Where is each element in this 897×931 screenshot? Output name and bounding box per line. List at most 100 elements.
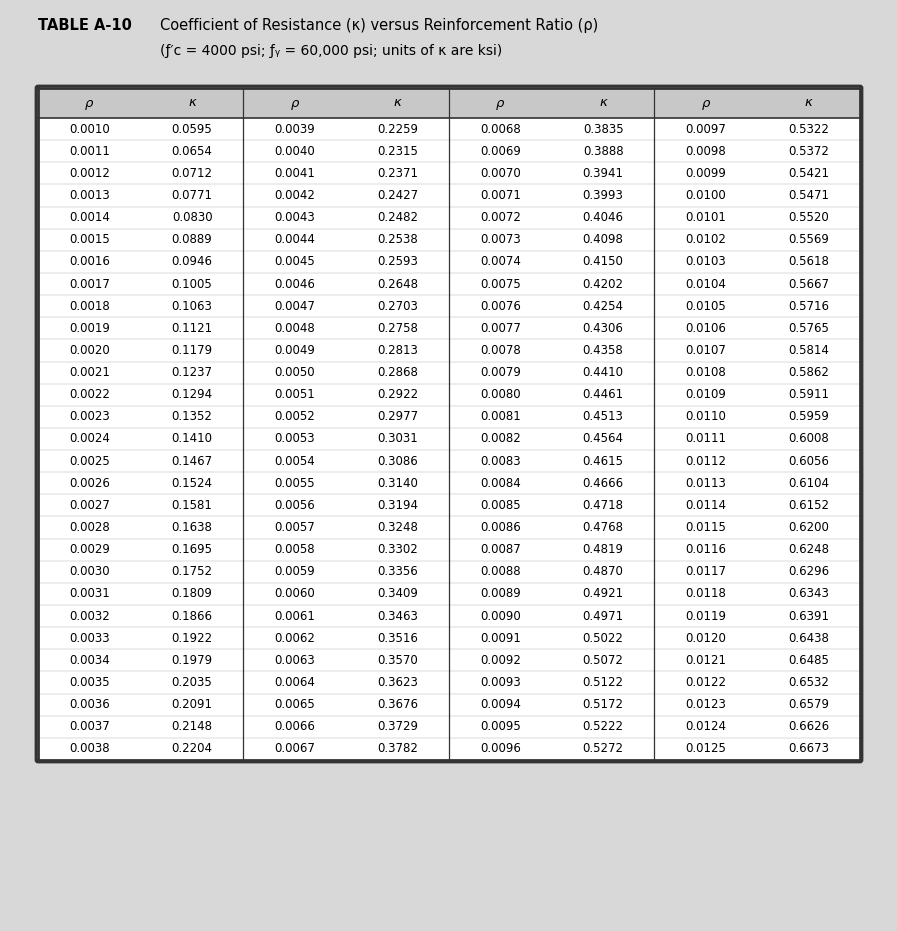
Text: 0.0039: 0.0039: [274, 123, 315, 136]
Text: 0.4254: 0.4254: [583, 300, 623, 313]
Text: 0.0082: 0.0082: [480, 433, 521, 446]
Text: 0.0106: 0.0106: [685, 322, 727, 335]
Text: 0.1294: 0.1294: [171, 388, 213, 401]
Text: 0.0030: 0.0030: [69, 565, 109, 578]
Text: 0.3086: 0.3086: [378, 454, 418, 467]
Text: 0.0063: 0.0063: [274, 654, 315, 667]
Text: 0.0051: 0.0051: [274, 388, 315, 401]
Text: 0.0094: 0.0094: [480, 698, 521, 711]
Text: 0.6104: 0.6104: [788, 477, 829, 490]
Text: 0.6485: 0.6485: [788, 654, 829, 667]
Text: 0.0112: 0.0112: [685, 454, 727, 467]
Text: 0.0068: 0.0068: [480, 123, 521, 136]
Text: 0.0042: 0.0042: [274, 189, 316, 202]
Text: 0.0014: 0.0014: [69, 211, 109, 224]
Text: 0.1752: 0.1752: [171, 565, 213, 578]
Text: 0.0654: 0.0654: [171, 144, 213, 157]
Text: 0.0125: 0.0125: [685, 742, 727, 755]
Text: 0.0059: 0.0059: [274, 565, 315, 578]
Text: 0.0114: 0.0114: [685, 499, 727, 512]
Text: 0.4615: 0.4615: [583, 454, 623, 467]
Text: 0.6200: 0.6200: [788, 521, 829, 534]
Text: 0.0090: 0.0090: [480, 610, 521, 623]
Text: 0.3194: 0.3194: [377, 499, 418, 512]
FancyBboxPatch shape: [36, 86, 862, 762]
Text: 0.3782: 0.3782: [377, 742, 418, 755]
Text: 0.0041: 0.0041: [274, 167, 316, 180]
Text: 0.0026: 0.0026: [69, 477, 109, 490]
Text: 0.1638: 0.1638: [171, 521, 213, 534]
Text: 0.0053: 0.0053: [274, 433, 315, 446]
Text: 0.4819: 0.4819: [583, 543, 623, 556]
Text: 0.6248: 0.6248: [788, 543, 829, 556]
Text: 0.2703: 0.2703: [377, 300, 418, 313]
Text: 0.0110: 0.0110: [685, 411, 727, 424]
Text: 0.0056: 0.0056: [274, 499, 315, 512]
Text: 0.0075: 0.0075: [480, 277, 521, 290]
Text: 0.3623: 0.3623: [377, 676, 418, 689]
Text: 0.0055: 0.0055: [274, 477, 315, 490]
Text: 0.1410: 0.1410: [171, 433, 213, 446]
Text: 0.1581: 0.1581: [171, 499, 213, 512]
Text: 0.0107: 0.0107: [685, 344, 727, 357]
Text: 0.3409: 0.3409: [377, 587, 418, 600]
Text: 0.0096: 0.0096: [480, 742, 521, 755]
Text: 0.5862: 0.5862: [788, 366, 829, 379]
Text: 0.6532: 0.6532: [788, 676, 829, 689]
Text: 0.0123: 0.0123: [685, 698, 727, 711]
Text: 0.0033: 0.0033: [69, 632, 109, 645]
Text: 0.0121: 0.0121: [685, 654, 727, 667]
Text: 0.0076: 0.0076: [480, 300, 521, 313]
Text: 0.6056: 0.6056: [788, 454, 829, 467]
Text: 0.4971: 0.4971: [582, 610, 623, 623]
Bar: [38, 88, 860, 118]
Text: 0.0771: 0.0771: [171, 189, 213, 202]
Text: 0.0081: 0.0081: [480, 411, 521, 424]
Text: Coefficient of Resistance (κ) versus Reinforcement Ratio (ρ): Coefficient of Resistance (κ) versus Rei…: [160, 18, 598, 33]
Text: 0.1237: 0.1237: [171, 366, 213, 379]
Text: 0.0712: 0.0712: [171, 167, 213, 180]
Text: 0.6579: 0.6579: [788, 698, 829, 711]
Text: κ: κ: [805, 97, 813, 110]
Text: 0.0022: 0.0022: [69, 388, 109, 401]
Text: 0.0020: 0.0020: [69, 344, 109, 357]
Text: 0.4461: 0.4461: [582, 388, 623, 401]
Text: 0.0028: 0.0028: [69, 521, 109, 534]
Text: κ: κ: [188, 97, 196, 110]
Text: 0.4718: 0.4718: [583, 499, 623, 512]
Text: 0.0038: 0.0038: [69, 742, 109, 755]
Text: κ: κ: [599, 97, 607, 110]
Text: 0.6626: 0.6626: [788, 721, 829, 734]
Text: ρ: ρ: [496, 97, 504, 110]
Text: 0.0010: 0.0010: [69, 123, 109, 136]
Text: ρ: ρ: [291, 97, 299, 110]
Text: 0.2427: 0.2427: [377, 189, 418, 202]
Text: 0.0023: 0.0023: [69, 411, 109, 424]
Text: 0.0057: 0.0057: [274, 521, 315, 534]
Text: 0.1005: 0.1005: [171, 277, 213, 290]
Text: 0.1063: 0.1063: [171, 300, 213, 313]
Text: 0.0029: 0.0029: [69, 543, 109, 556]
Text: 0.0088: 0.0088: [480, 565, 520, 578]
Text: 0.4098: 0.4098: [583, 234, 623, 247]
Text: 0.4202: 0.4202: [583, 277, 623, 290]
Text: 0.0119: 0.0119: [685, 610, 727, 623]
Text: 0.0018: 0.0018: [69, 300, 109, 313]
Text: 0.0054: 0.0054: [274, 454, 315, 467]
Text: (ƒ′ᴄ = 4000 psi; ƒᵧ = 60,000 psi; units of κ are ksi): (ƒ′ᴄ = 4000 psi; ƒᵧ = 60,000 psi; units …: [160, 44, 502, 58]
Text: 0.0048: 0.0048: [274, 322, 315, 335]
Text: 0.0946: 0.0946: [171, 255, 213, 268]
Text: 0.1524: 0.1524: [171, 477, 213, 490]
Text: 0.0045: 0.0045: [274, 255, 315, 268]
Text: 0.6438: 0.6438: [788, 632, 829, 645]
Text: 0.2538: 0.2538: [378, 234, 418, 247]
Text: 0.4358: 0.4358: [583, 344, 623, 357]
Text: 0.0025: 0.0025: [69, 454, 109, 467]
Text: 0.0085: 0.0085: [480, 499, 520, 512]
Text: 0.0889: 0.0889: [171, 234, 213, 247]
Text: 0.0072: 0.0072: [480, 211, 521, 224]
Text: 0.4410: 0.4410: [583, 366, 623, 379]
Text: 0.4150: 0.4150: [583, 255, 623, 268]
Text: 0.5569: 0.5569: [788, 234, 829, 247]
Text: 0.0092: 0.0092: [480, 654, 521, 667]
